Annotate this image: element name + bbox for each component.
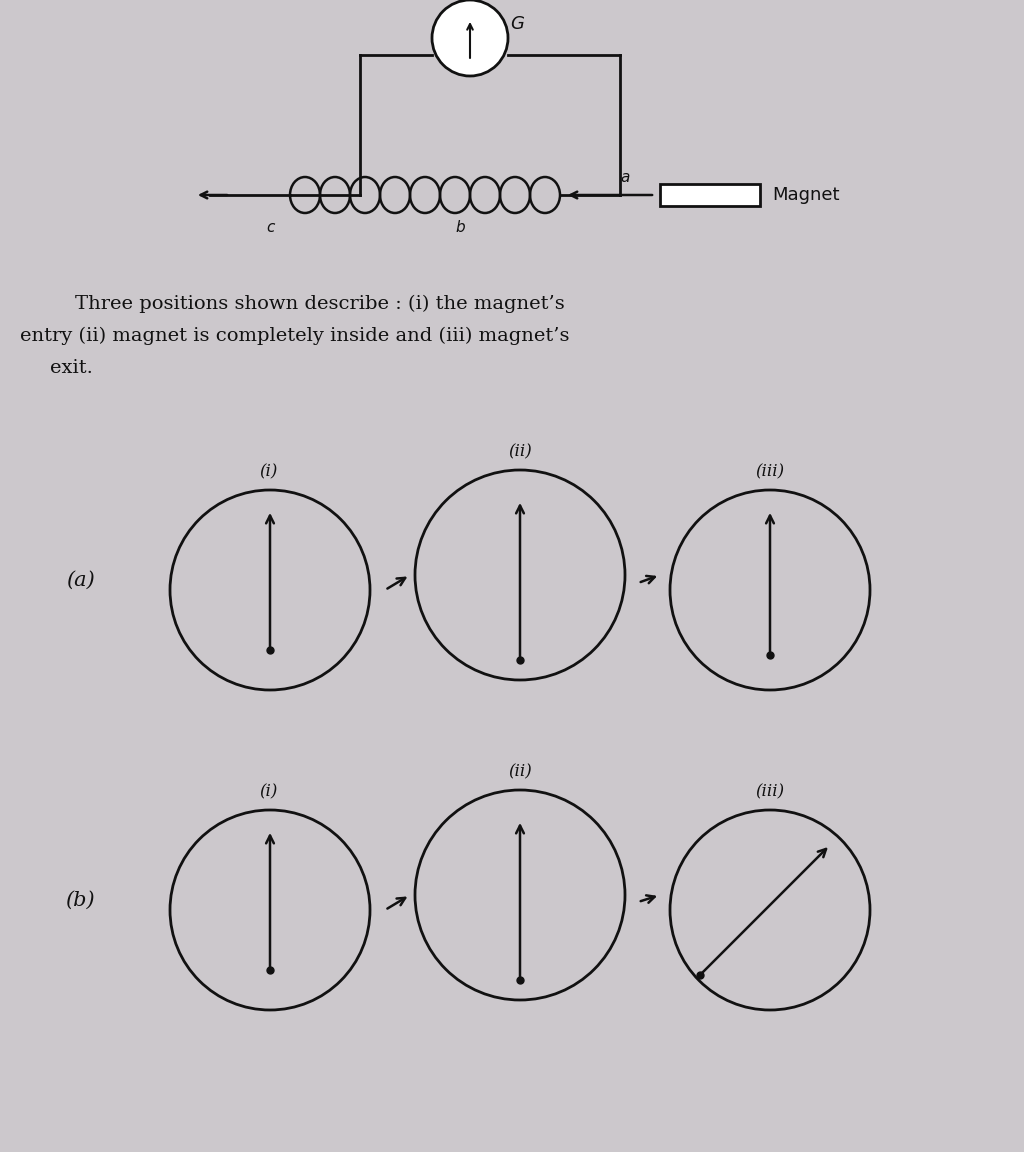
Text: exit.: exit. bbox=[50, 359, 93, 377]
Text: G: G bbox=[510, 15, 524, 33]
Text: (b): (b) bbox=[66, 890, 95, 909]
Text: (iii): (iii) bbox=[756, 463, 784, 480]
Text: (i): (i) bbox=[259, 783, 278, 799]
Text: (a): (a) bbox=[66, 570, 94, 590]
Text: Magnet: Magnet bbox=[772, 185, 840, 204]
Text: b: b bbox=[456, 220, 465, 235]
Text: c: c bbox=[266, 220, 275, 235]
Text: a: a bbox=[620, 170, 630, 185]
Text: (ii): (ii) bbox=[508, 444, 531, 460]
Text: entry (ii) magnet is completely inside and (iii) magnet’s: entry (ii) magnet is completely inside a… bbox=[20, 327, 569, 346]
Circle shape bbox=[432, 0, 508, 76]
Text: (iii): (iii) bbox=[756, 783, 784, 799]
Text: (i): (i) bbox=[259, 463, 278, 480]
Text: (ii): (ii) bbox=[508, 763, 531, 780]
Text: Three positions shown describe : (i) the magnet’s: Three positions shown describe : (i) the… bbox=[50, 295, 565, 313]
Bar bbox=[660, 184, 760, 206]
